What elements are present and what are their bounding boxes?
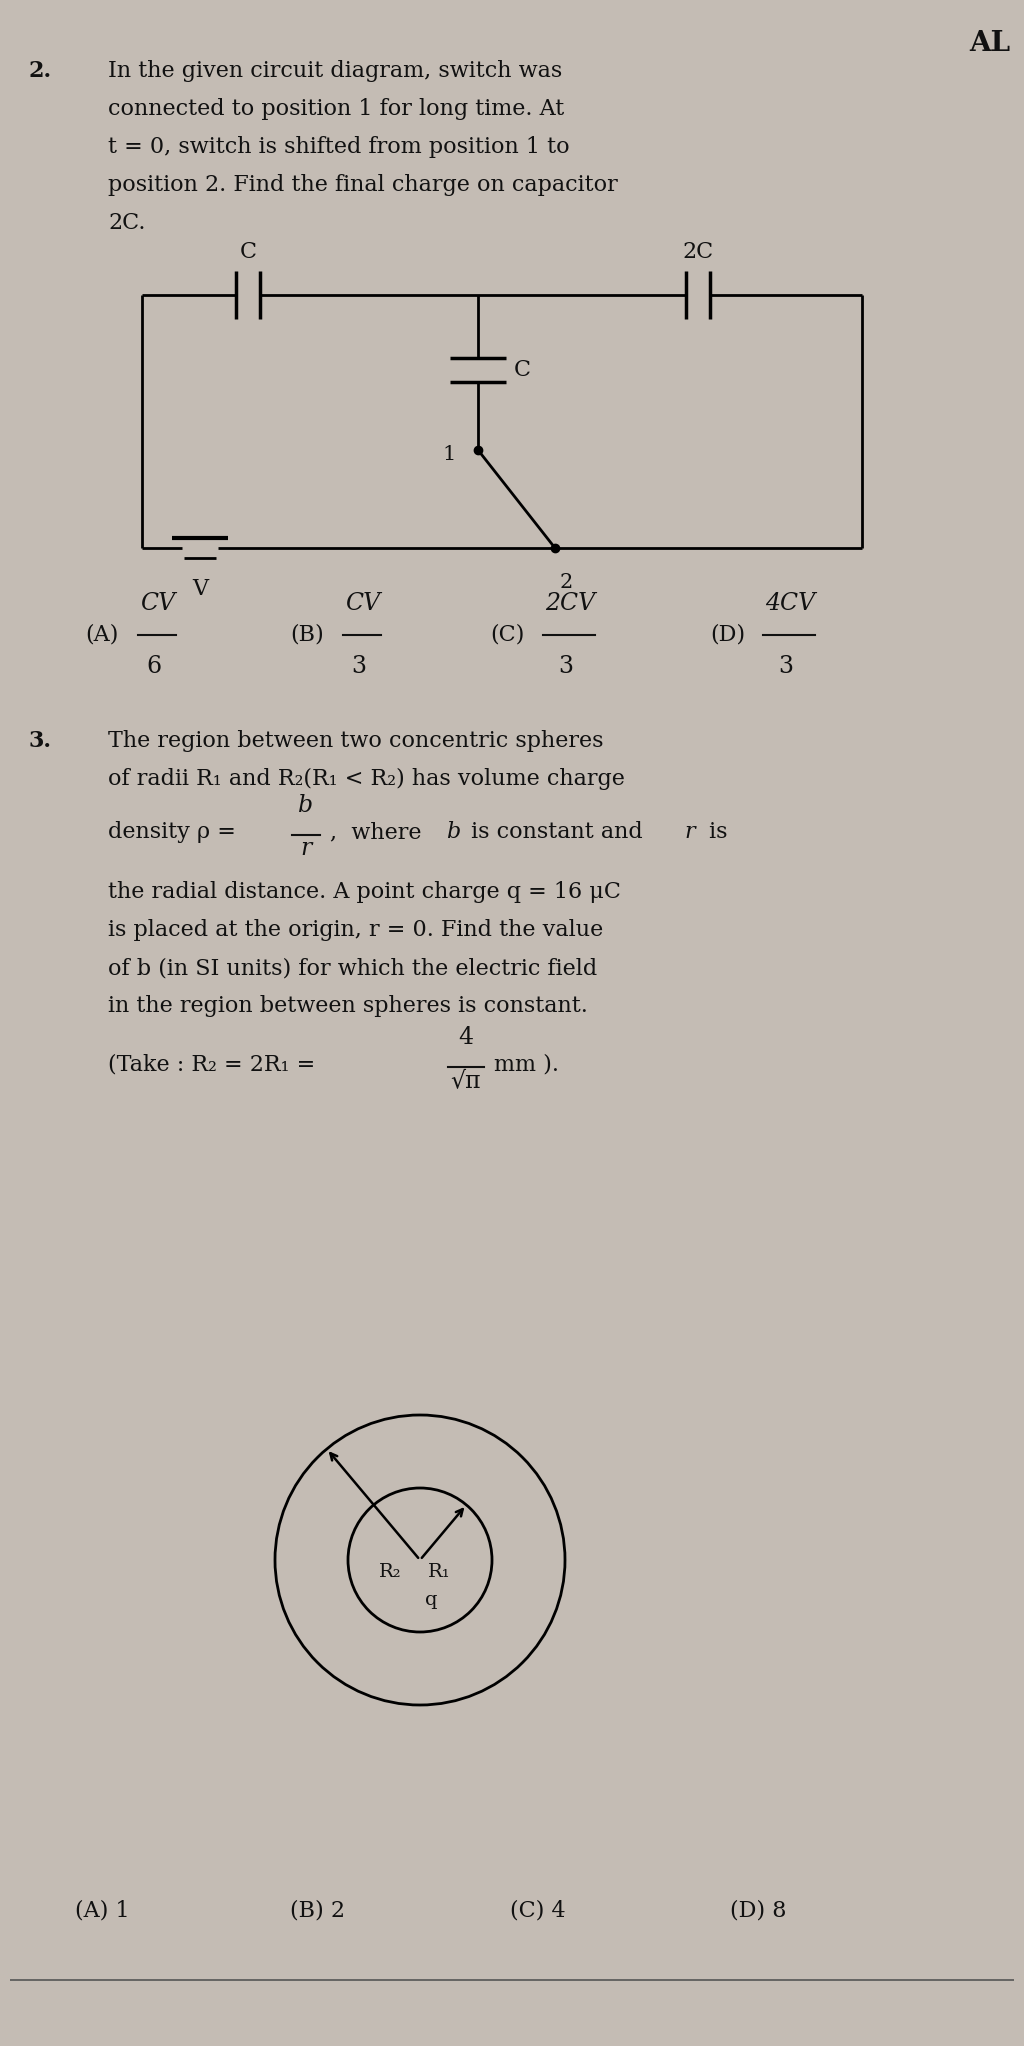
Text: t = 0, switch is shifted from position 1 to: t = 0, switch is shifted from position 1… xyxy=(108,135,569,158)
Text: 6: 6 xyxy=(146,655,162,677)
Text: CV: CV xyxy=(345,591,380,616)
Text: r: r xyxy=(684,820,694,843)
Text: 3: 3 xyxy=(558,655,573,677)
Text: √π: √π xyxy=(451,1068,481,1093)
Text: density ρ =: density ρ = xyxy=(108,820,243,843)
Text: In the given circuit diagram, switch was: In the given circuit diagram, switch was xyxy=(108,59,562,82)
Text: R₁: R₁ xyxy=(428,1563,451,1582)
Text: 1: 1 xyxy=(442,446,456,464)
Text: is constant and: is constant and xyxy=(464,820,650,843)
Text: The region between two concentric spheres: The region between two concentric sphere… xyxy=(108,730,603,753)
Text: CV: CV xyxy=(140,591,175,616)
Text: 2: 2 xyxy=(560,573,573,591)
Text: position 2. Find the final charge on capacitor: position 2. Find the final charge on cap… xyxy=(108,174,617,196)
Text: of radii R₁ and R₂(R₁ < R₂) has volume charge: of radii R₁ and R₂(R₁ < R₂) has volume c… xyxy=(108,767,625,790)
Text: (A): (A) xyxy=(85,624,119,647)
Text: q: q xyxy=(425,1592,437,1608)
Text: connected to position 1 for long time. At: connected to position 1 for long time. A… xyxy=(108,98,564,121)
Text: (B) 2: (B) 2 xyxy=(290,1901,345,1921)
Text: 3: 3 xyxy=(778,655,794,677)
Text: 4: 4 xyxy=(459,1025,473,1050)
Text: of b (in SI units) for which the electric field: of b (in SI units) for which the electri… xyxy=(108,958,597,978)
Text: C: C xyxy=(514,358,531,381)
Text: b: b xyxy=(446,820,460,843)
Text: 4CV: 4CV xyxy=(765,591,815,616)
Text: C: C xyxy=(240,241,256,264)
Text: (B): (B) xyxy=(290,624,324,647)
Text: V: V xyxy=(191,579,208,599)
Text: b: b xyxy=(298,794,313,816)
Text: 2C.: 2C. xyxy=(108,213,145,233)
Text: r: r xyxy=(300,837,311,859)
Text: the radial distance. A point charge q = 16 μC: the radial distance. A point charge q = … xyxy=(108,882,621,902)
Text: 3: 3 xyxy=(351,655,367,677)
Text: 3.: 3. xyxy=(28,730,51,753)
Text: (D): (D) xyxy=(710,624,745,647)
Text: mm ).: mm ). xyxy=(494,1054,559,1074)
Text: ,  where: , where xyxy=(330,820,429,843)
Text: (C) 4: (C) 4 xyxy=(510,1901,565,1921)
Text: (C): (C) xyxy=(490,624,524,647)
Text: (Take : R₂ = 2R₁ =: (Take : R₂ = 2R₁ = xyxy=(108,1054,323,1074)
Text: R₂: R₂ xyxy=(379,1563,402,1582)
Text: is placed at the origin, r = 0. Find the value: is placed at the origin, r = 0. Find the… xyxy=(108,919,603,941)
Text: AL: AL xyxy=(969,31,1010,57)
Text: 2.: 2. xyxy=(28,59,51,82)
Text: 2CV: 2CV xyxy=(545,591,595,616)
Text: (A) 1: (A) 1 xyxy=(75,1901,130,1921)
Text: in the region between spheres is constant.: in the region between spheres is constan… xyxy=(108,994,588,1017)
Text: (D) 8: (D) 8 xyxy=(730,1901,786,1921)
Text: 2C: 2C xyxy=(682,241,714,264)
Text: is: is xyxy=(702,820,727,843)
